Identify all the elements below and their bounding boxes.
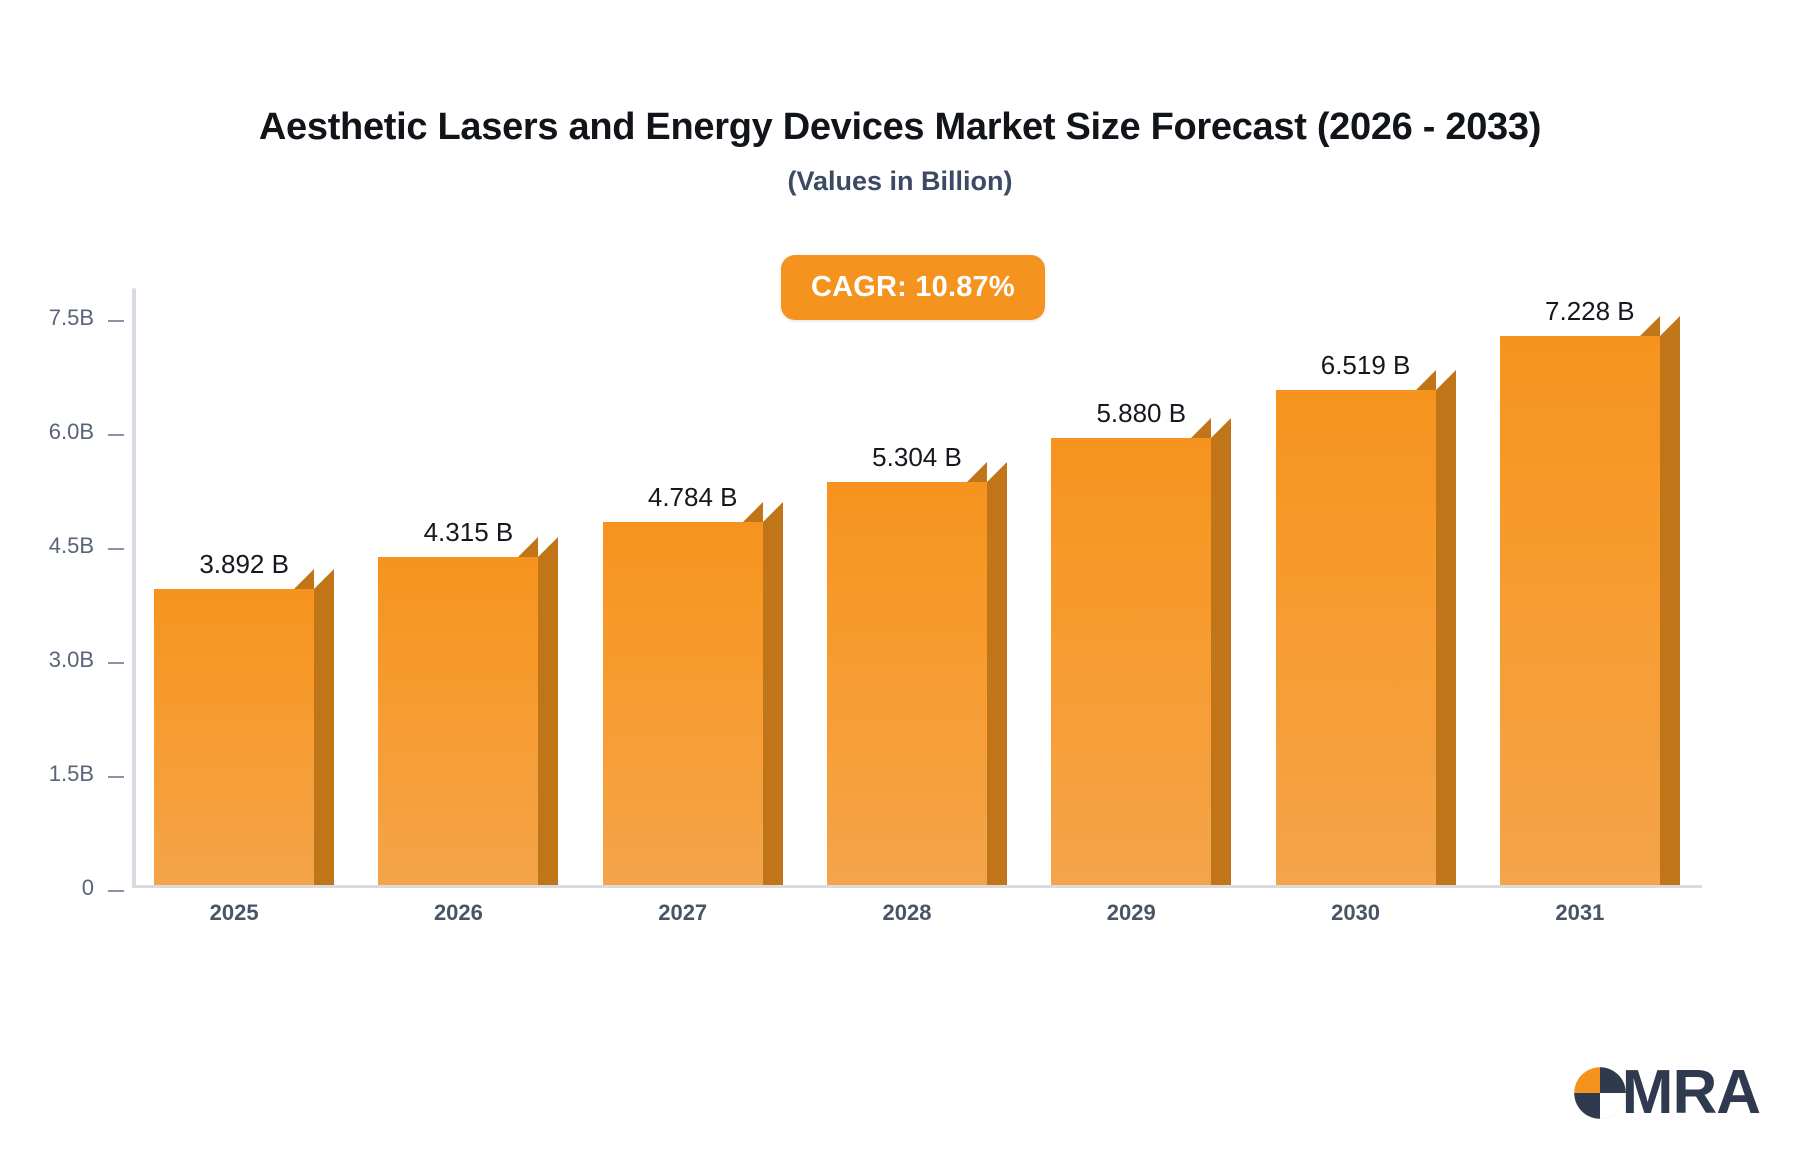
- cagr-badge: CAGR: 10.87%: [781, 255, 1045, 320]
- bar-top-face: [518, 537, 539, 558]
- y-axis-tick: 6.0B: [2, 419, 132, 445]
- bar-item[interactable]: 5.304 B: [827, 442, 1007, 885]
- y-axis-tick: 7.5B: [2, 305, 132, 331]
- bar-item[interactable]: 3.892 B: [154, 549, 335, 885]
- bar-value-label: 7.228 B: [1545, 296, 1635, 327]
- bar-series: 3.892 B 4.315 B 4.784 B 5.304 B 5.880 B 6.519…: [132, 288, 1702, 885]
- y-axis-tick-mark: [108, 434, 124, 437]
- x-axis-labels: 2025 2026 2027 2028 2029 2030 2031: [132, 900, 1702, 940]
- x-axis-tick-label: 2031: [1555, 900, 1605, 925]
- bar-top-face: [742, 501, 763, 522]
- bar-top-face: [1415, 369, 1436, 390]
- bar-side-face: [314, 569, 335, 885]
- y-axis-tick-label: 1.5B: [48, 761, 94, 787]
- y-axis-tick-label: 6.0B: [48, 419, 94, 445]
- bar-shape: [602, 501, 783, 885]
- bar-side-face: [538, 537, 559, 885]
- bar-item[interactable]: 7.228 B: [1499, 296, 1680, 885]
- mra-logo-text: MRA: [1621, 1058, 1761, 1127]
- y-axis-tick: 0: [2, 875, 132, 901]
- bar-side-face: [762, 501, 783, 885]
- bar-value-label: 4.784 B: [647, 481, 738, 512]
- y-axis-tick: 3.0B: [2, 647, 132, 673]
- bar-shape: [827, 462, 1007, 885]
- bar-side-face: [1211, 418, 1232, 885]
- bar-front-face: [1051, 438, 1212, 885]
- bar-top-face: [967, 462, 987, 483]
- bar-value-label: 3.892 B: [199, 549, 289, 580]
- bar-value-label: 5.304 B: [872, 442, 962, 473]
- bar-item[interactable]: 4.784 B: [602, 481, 783, 885]
- bar-front-face: [1275, 389, 1436, 885]
- y-axis-tick: 4.5B: [2, 533, 132, 559]
- bar-value-label: 6.519 B: [1320, 349, 1411, 380]
- bar-shape: [1051, 418, 1232, 885]
- bar-item[interactable]: 5.880 B: [1051, 398, 1232, 885]
- page-subtitle: (Values in Billion): [787, 166, 1013, 196]
- x-axis-tick-label: 2028: [882, 900, 932, 925]
- bar-front-face: [1499, 336, 1660, 885]
- x-axis-tick-label: 2029: [1106, 900, 1156, 925]
- bar-value-label: 4.315 B: [423, 517, 514, 548]
- x-axis-tick-label: 2027: [658, 900, 708, 925]
- x-axis-tick-label: 2030: [1331, 900, 1381, 925]
- y-axis-tick-label: 4.5B: [48, 533, 94, 559]
- x-axis-line: [132, 885, 1702, 888]
- bar-shape: [378, 537, 559, 885]
- page-title: Aesthetic Lasers and Energy Devices Mark…: [258, 106, 1542, 148]
- y-axis-tick-label: 3.0B: [48, 647, 94, 673]
- bar-front-face: [827, 482, 987, 885]
- y-axis-tick-label: 0: [81, 875, 94, 900]
- x-axis-tick-label: 2026: [433, 900, 483, 925]
- y-axis-tick-mark: [108, 547, 124, 550]
- y-axis-tick: 1.5B: [2, 761, 132, 787]
- bar-shape: [1275, 369, 1456, 885]
- bar-value-label: 5.880 B: [1096, 398, 1187, 429]
- cagr-badge-label: CAGR: 10.87%: [811, 271, 1015, 303]
- bar-top-face: [294, 569, 315, 590]
- bar-shape: [1499, 316, 1680, 885]
- y-axis-tick-mark: [108, 775, 124, 778]
- y-axis-tick-mark: [108, 661, 124, 664]
- bar-shape: [154, 569, 335, 885]
- plot-area: 0 1.5B 3.0B 4.5B 6.0B 7.5B 3.892 B 4.315 B 4.78…: [49, 288, 1702, 900]
- bar-side-face: [987, 462, 1007, 885]
- y-axis-line: [132, 288, 136, 888]
- bar-side-face: [1659, 316, 1680, 885]
- y-axis-tick-label: 7.5B: [48, 305, 94, 331]
- bar-item[interactable]: 4.315 B: [378, 517, 559, 885]
- bar-top-face: [1639, 316, 1660, 337]
- bar-front-face: [378, 557, 539, 885]
- bar-item[interactable]: 6.519 B: [1275, 349, 1456, 885]
- mra-logo: MRA: [1572, 1058, 1761, 1127]
- bar-front-face: [602, 521, 763, 885]
- bar-front-face: [154, 589, 315, 885]
- bar-side-face: [1435, 369, 1456, 885]
- mra-logo-mark-icon: [1574, 1067, 1626, 1119]
- y-axis-tick-mark: [108, 320, 124, 323]
- bar-top-face: [1191, 418, 1212, 439]
- x-axis-tick-label: 2025: [209, 900, 259, 925]
- y-axis-tick-mark: [108, 889, 124, 892]
